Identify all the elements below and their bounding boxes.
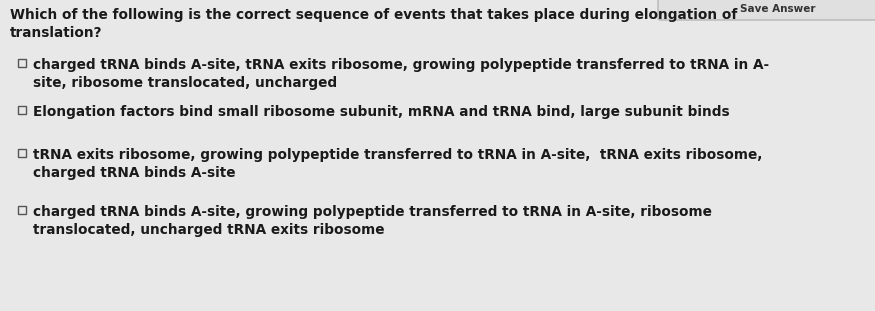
- Bar: [18, 149, 26, 157]
- Text: charged tRNA binds A-site, tRNA exits ribosome, growing polypeptide transferred : charged tRNA binds A-site, tRNA exits ri…: [33, 58, 769, 91]
- Bar: [18, 106, 26, 114]
- FancyBboxPatch shape: [658, 0, 875, 20]
- Text: tRNA exits ribosome, growing polypeptide transferred to tRNA in A-site,  tRNA ex: tRNA exits ribosome, growing polypeptide…: [33, 148, 762, 180]
- Text: charged tRNA binds A-site, growing polypeptide transferred to tRNA in A-site, ri: charged tRNA binds A-site, growing polyp…: [33, 205, 712, 237]
- Text: Which of the following is the correct sequence of events that takes place during: Which of the following is the correct se…: [10, 8, 738, 40]
- Text: Elongation factors bind small ribosome subunit, mRNA and tRNA bind, large subuni: Elongation factors bind small ribosome s…: [33, 105, 730, 119]
- Text: Save Answer: Save Answer: [740, 4, 816, 14]
- Bar: [18, 206, 26, 214]
- Bar: [18, 59, 26, 67]
